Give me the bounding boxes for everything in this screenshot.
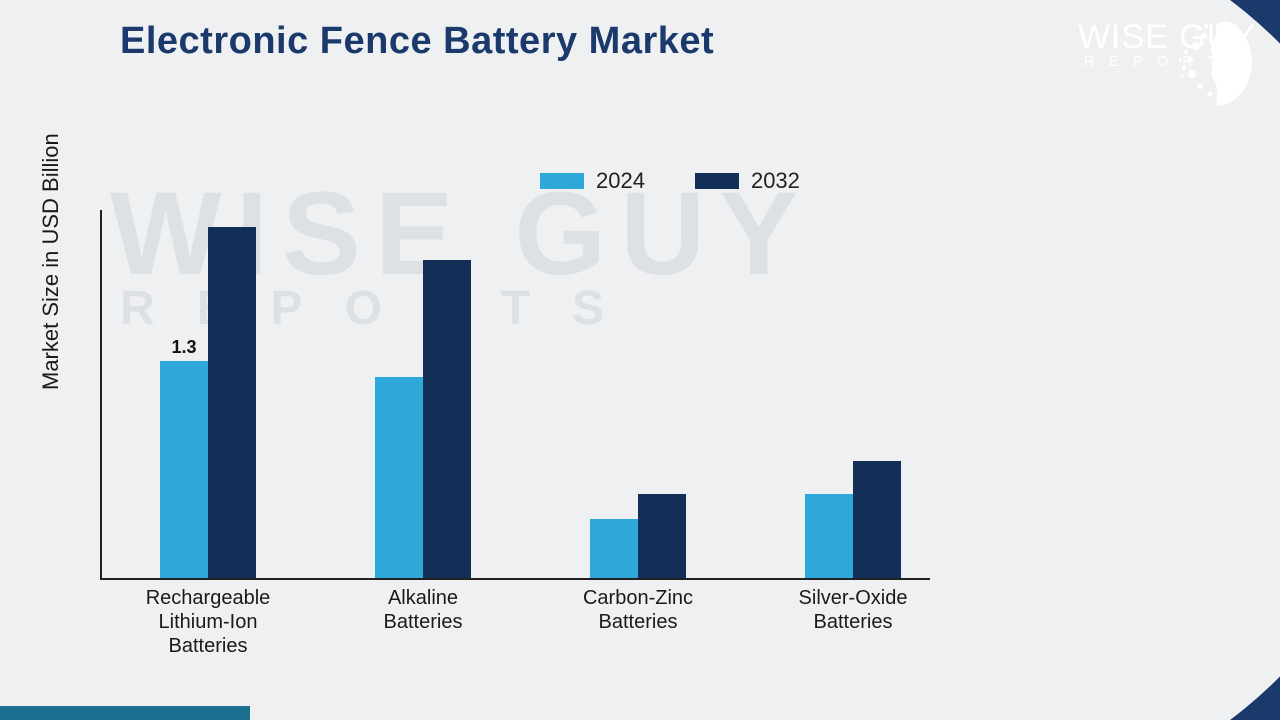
bar-group [805,461,901,578]
legend-swatch-2024 [540,173,584,189]
x-axis-line [100,578,930,580]
legend-label-2032: 2032 [751,168,800,194]
brand-line2: REPORTS [1078,53,1256,70]
category-label: Silver-OxideBatteries [758,586,948,634]
bar-group [375,260,471,578]
bar-value-label: 1.3 [171,337,196,358]
category-label: Carbon-ZincBatteries [543,586,733,634]
brand-line1: WISE GUY [1078,18,1256,57]
bar-group: 1.3 [160,227,256,578]
bar [853,461,901,578]
legend: 2024 2032 [540,168,800,194]
y-axis-label: Market Size in USD Billion [38,133,64,390]
y-axis-line [100,210,102,580]
chart-area: 1.3RechargeableLithium-IonBatteriesAlkal… [100,210,930,580]
stage: Electronic Fence Battery Market WISE GUY… [0,0,1280,720]
legend-item-2024: 2024 [540,168,645,194]
legend-item-2032: 2032 [695,168,800,194]
legend-swatch-2032 [695,173,739,189]
brand-block: WISE GUY REPORTS [1078,18,1256,70]
bar: 1.3 [160,361,208,578]
bar [590,519,638,578]
bar [208,227,256,578]
bar [423,260,471,578]
bar [638,494,686,578]
bar [805,494,853,578]
category-label: RechargeableLithium-IonBatteries [113,586,303,658]
bottom-accent-bar [0,706,250,720]
bar [375,377,423,578]
chart-title: Electronic Fence Battery Market [120,20,714,63]
legend-label-2024: 2024 [596,168,645,194]
bar-group [590,494,686,578]
category-label: AlkalineBatteries [328,586,518,634]
